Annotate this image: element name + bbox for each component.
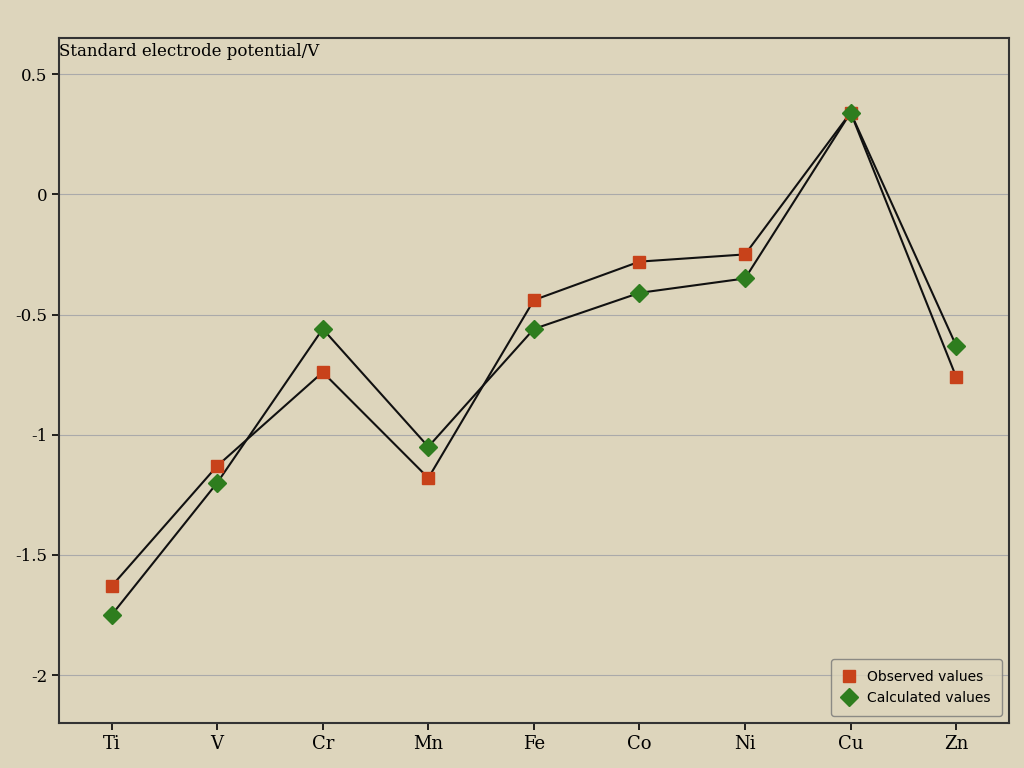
- Legend: Observed values, Calculated values: Observed values, Calculated values: [831, 659, 1002, 717]
- Text: Standard electrode potential/V: Standard electrode potential/V: [58, 43, 319, 60]
